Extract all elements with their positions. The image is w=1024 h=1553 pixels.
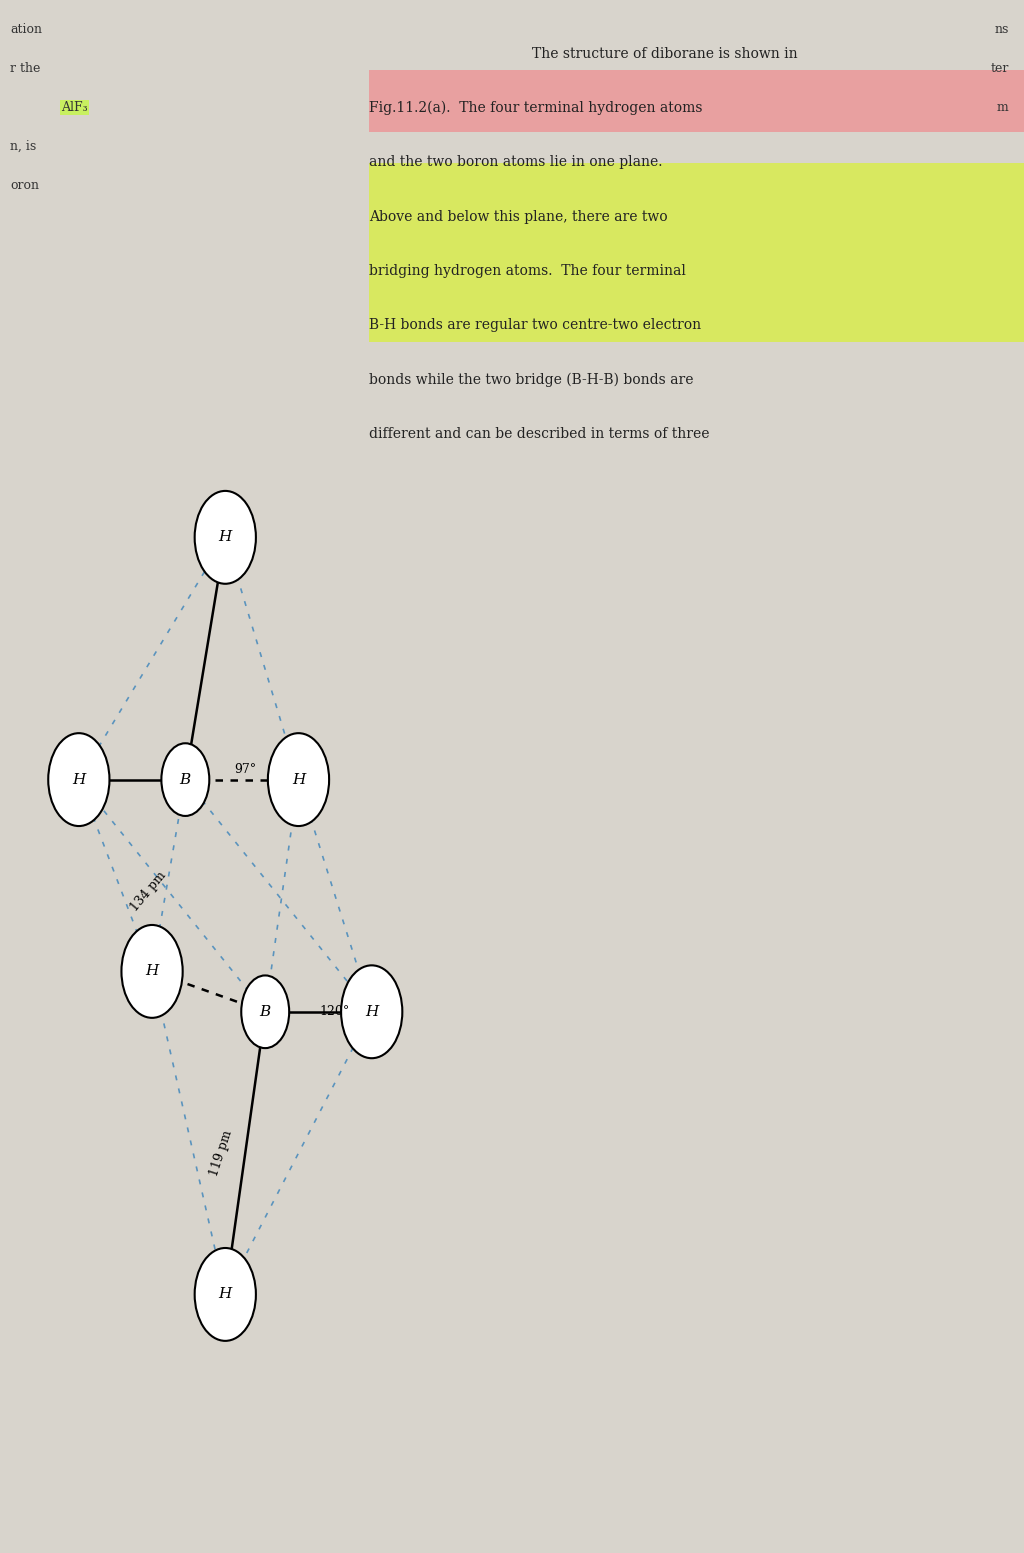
Text: and the two boron atoms lie in one plane.: and the two boron atoms lie in one plane… [369,155,663,169]
Text: n, is: n, is [10,140,37,152]
Text: 119 pm: 119 pm [208,1129,234,1177]
Bar [369,70,1024,132]
Text: ter: ter [990,62,1009,75]
Text: m: m [997,101,1009,113]
Text: bridging hydrogen atoms.  The four terminal: bridging hydrogen atoms. The four termin… [369,264,685,278]
Text: Fig.11.2(a).  The four terminal hydrogen atoms: Fig.11.2(a). The four terminal hydrogen … [369,101,702,115]
Text: H: H [73,772,85,787]
Circle shape [195,491,256,584]
Bar [369,280,1024,342]
Text: H: H [145,964,159,978]
Text: H: H [219,1287,231,1301]
Text: ns: ns [994,23,1009,36]
Text: r the: r the [10,62,41,75]
Text: H: H [292,772,305,787]
Text: The structure of diborane is shown in: The structure of diborane is shown in [532,47,798,61]
Text: AlF₃: AlF₃ [61,101,88,113]
Text: B: B [260,1005,270,1019]
Text: oron: oron [10,179,39,191]
Text: bonds while the two bridge (B-H-B) bonds are: bonds while the two bridge (B-H-B) bonds… [369,373,693,387]
Circle shape [341,966,402,1058]
Text: 134 pm: 134 pm [128,870,169,915]
Text: different and can be described in terms of three: different and can be described in terms … [369,427,710,441]
Circle shape [195,1249,256,1340]
Text: ation: ation [10,23,42,36]
Circle shape [162,744,209,815]
Text: H: H [219,530,231,545]
Circle shape [122,926,182,1017]
Circle shape [268,733,329,826]
Text: 120°: 120° [319,1005,349,1019]
Text: H: H [366,1005,378,1019]
Bar [369,163,1024,225]
Text: B: B [180,772,190,787]
Text: B-H bonds are regular two centre-two electron: B-H bonds are regular two centre-two ele… [369,318,700,332]
Circle shape [48,733,110,826]
Text: Above and below this plane, there are two: Above and below this plane, there are tw… [369,210,668,224]
Bar [369,221,1024,283]
Circle shape [242,975,289,1048]
Text: 97°: 97° [234,763,256,776]
